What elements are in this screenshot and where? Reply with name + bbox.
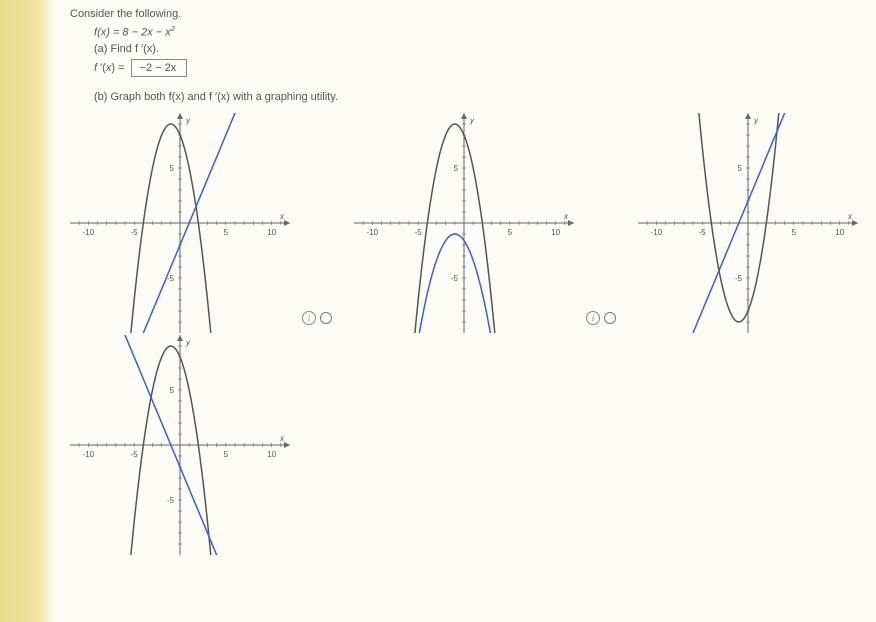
info-icon: i [302, 311, 316, 325]
graph-option-4: -10-5510-55xy [70, 335, 290, 555]
svg-text:-10: -10 [83, 450, 95, 459]
fprime-answer-box[interactable]: −2 − 2x [131, 59, 187, 77]
function-definition: f(x) = 8 − 2x − x2 [94, 24, 856, 39]
graph-option-1: -10-5510-55xy [70, 113, 290, 333]
part-b-label: (b) Graph both f(x) and f ′(x) with a gr… [94, 91, 856, 103]
svg-text:-5: -5 [167, 496, 175, 505]
svg-text:-5: -5 [131, 228, 139, 237]
svg-text:-10: -10 [367, 228, 379, 237]
graph-option-3: -10-5510-55xy [638, 113, 858, 333]
graph-options-row-2: -10-5510-55xy [70, 335, 856, 555]
graph-svg-4: -10-5510-55xy [70, 335, 290, 555]
svg-text:-5: -5 [415, 228, 423, 237]
svg-text:-5: -5 [735, 274, 743, 283]
svg-text:-5: -5 [699, 228, 707, 237]
prompt-text: Consider the following. [70, 8, 856, 20]
radio-option-2[interactable] [604, 312, 616, 324]
svg-text:-5: -5 [131, 450, 139, 459]
svg-text:10: 10 [267, 228, 276, 237]
part-a-label: (a) Find f ′(x). [94, 43, 856, 55]
svg-text:5: 5 [224, 450, 229, 459]
svg-text:5: 5 [738, 164, 743, 173]
svg-text:10: 10 [267, 450, 276, 459]
graph-svg-2: -10-5510-55xy [354, 113, 574, 333]
graph-svg-1: -10-5510-55xy [70, 113, 290, 333]
svg-text:-10: -10 [83, 228, 95, 237]
svg-text:5: 5 [454, 164, 459, 173]
svg-text:10: 10 [835, 228, 844, 237]
svg-text:5: 5 [508, 228, 513, 237]
svg-text:10: 10 [551, 228, 560, 237]
svg-text:5: 5 [224, 228, 229, 237]
graph-options-row-1: -10-5510-55xy i -10-5510-55xy i -10-5510… [70, 113, 856, 333]
info-icon: i [586, 311, 600, 325]
graph-option-2: -10-5510-55xy [354, 113, 574, 333]
svg-text:-10: -10 [651, 228, 663, 237]
svg-text:-5: -5 [451, 274, 459, 283]
svg-text:5: 5 [792, 228, 797, 237]
svg-text:5: 5 [170, 164, 175, 173]
fprime-answer-row: f ′(x) = −2 − 2x [94, 59, 856, 77]
graph-svg-3: -10-5510-55xy [638, 113, 858, 333]
svg-text:5: 5 [170, 386, 175, 395]
radio-option-1[interactable] [320, 312, 332, 324]
